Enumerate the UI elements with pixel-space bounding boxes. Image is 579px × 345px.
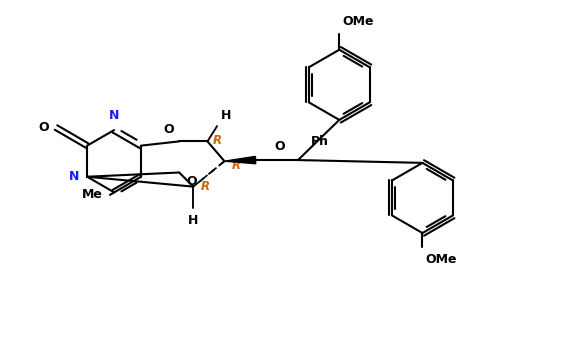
Polygon shape (225, 156, 256, 164)
Text: OMe: OMe (342, 15, 373, 28)
Text: H: H (188, 214, 199, 227)
Text: O: O (163, 123, 174, 136)
Text: H: H (221, 109, 232, 122)
Text: R: R (213, 134, 222, 147)
Text: OMe: OMe (426, 253, 457, 266)
Text: Ph: Ph (310, 135, 328, 148)
Text: O: O (186, 175, 197, 188)
Text: Me: Me (82, 188, 103, 201)
Text: N: N (109, 109, 119, 122)
Text: N: N (69, 170, 79, 183)
Text: R: R (232, 159, 241, 172)
Text: O: O (39, 121, 49, 134)
Text: O: O (274, 140, 285, 153)
Text: R: R (201, 180, 210, 193)
